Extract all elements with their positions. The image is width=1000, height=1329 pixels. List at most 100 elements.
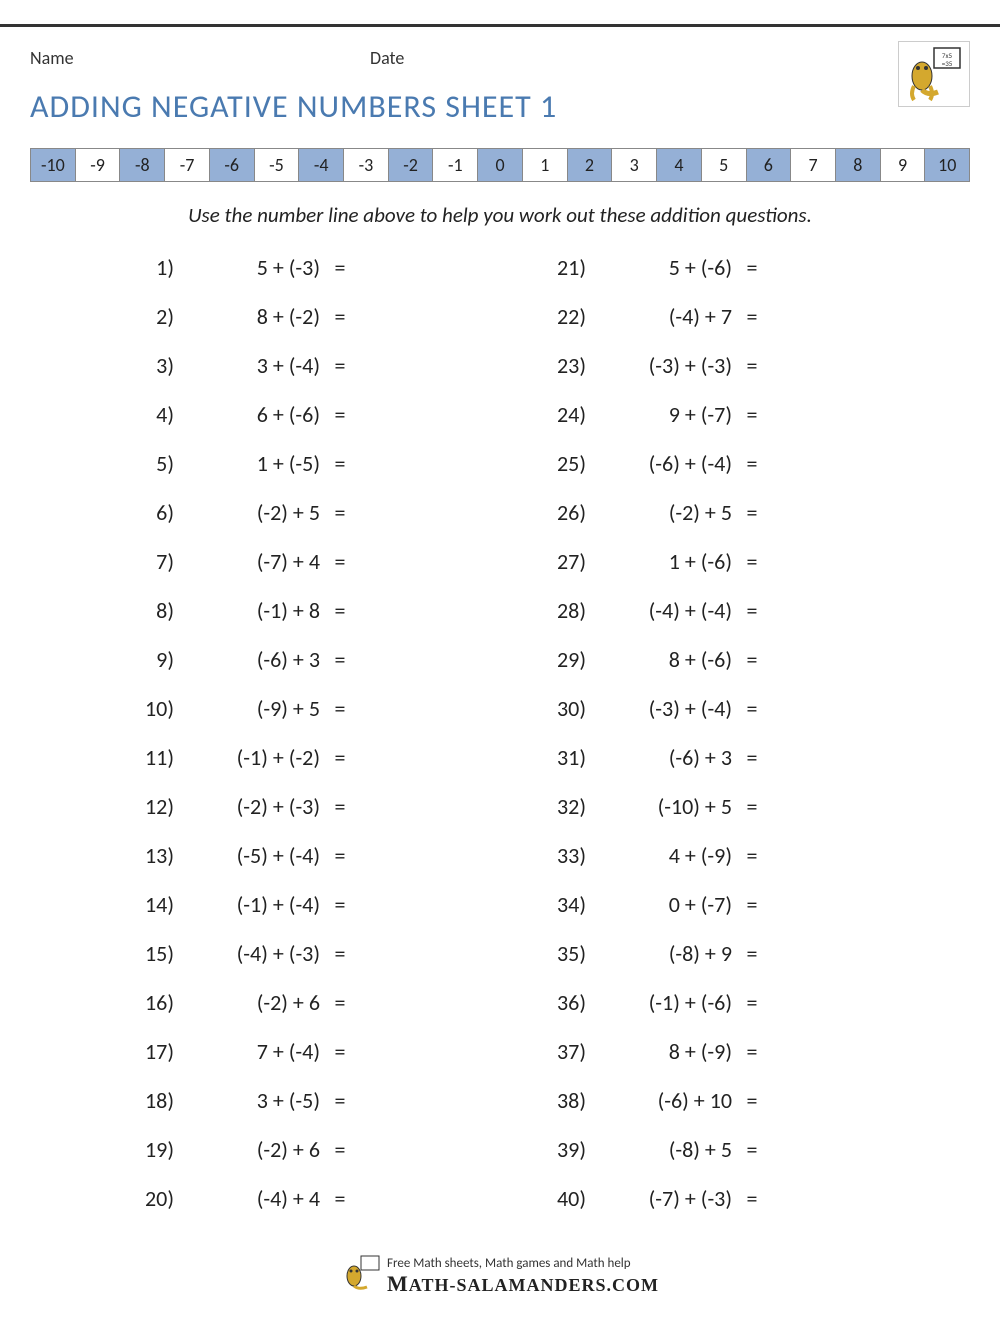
equals-sign: = xyxy=(742,1136,762,1163)
question-row: 13)(-5) + (-4)= xyxy=(118,842,470,869)
number-line-cell: 6 xyxy=(747,149,792,181)
equals-sign: = xyxy=(330,401,350,428)
footer-brand: MATH-SALAMANDERS.COM xyxy=(387,1271,659,1297)
question-expression: 1 + (-6) xyxy=(592,548,742,575)
question-number: 26) xyxy=(530,499,592,526)
question-number: 38) xyxy=(530,1087,592,1114)
questions-container: 1)5 + (-3)=2)8 + (-2)=3)3 + (-4)=4)6 + (… xyxy=(30,254,970,1234)
question-expression: (-10) + 5 xyxy=(592,793,742,820)
question-expression: (-5) + (-4) xyxy=(180,842,330,869)
question-row: 33)4 + (-9)= xyxy=(530,842,882,869)
number-line-cell: 3 xyxy=(612,149,657,181)
equals-sign: = xyxy=(330,499,350,526)
salamander-logo: 7x5 =35 xyxy=(898,41,970,107)
question-expression: (-4) + (-4) xyxy=(592,597,742,624)
question-expression: (-7) + 4 xyxy=(180,548,330,575)
question-expression: (-2) + 6 xyxy=(180,1136,330,1163)
number-line-cell: 2 xyxy=(568,149,613,181)
question-expression: 4 + (-9) xyxy=(592,842,742,869)
question-number: 14) xyxy=(118,891,180,918)
question-row: 39)(-8) + 5= xyxy=(530,1136,882,1163)
question-row: 21)5 + (-6)= xyxy=(530,254,882,281)
question-row: 11)(-1) + (-2)= xyxy=(118,744,470,771)
equals-sign: = xyxy=(330,940,350,967)
question-number: 3) xyxy=(118,352,180,379)
question-number: 12) xyxy=(118,793,180,820)
question-number: 36) xyxy=(530,989,592,1016)
question-row: 38)(-6) + 10= xyxy=(530,1087,882,1114)
question-expression: (-6) + 3 xyxy=(592,744,742,771)
question-number: 29) xyxy=(530,646,592,673)
question-row: 15)(-4) + (-3)= xyxy=(118,940,470,967)
question-expression: 5 + (-6) xyxy=(592,254,742,281)
question-number: 39) xyxy=(530,1136,592,1163)
number-line-cell: -7 xyxy=(165,149,210,181)
question-number: 37) xyxy=(530,1038,592,1065)
equals-sign: = xyxy=(742,891,762,918)
question-expression: 7 + (-4) xyxy=(180,1038,330,1065)
question-number: 8) xyxy=(118,597,180,624)
question-expression: (-7) + (-3) xyxy=(592,1185,742,1212)
equals-sign: = xyxy=(330,254,350,281)
question-row: 27)1 + (-6)= xyxy=(530,548,882,575)
number-line-cell: -9 xyxy=(76,149,121,181)
question-row: 19)(-2) + 6= xyxy=(118,1136,470,1163)
question-row: 4)6 + (-6)= xyxy=(118,401,470,428)
equals-sign: = xyxy=(742,303,762,330)
question-number: 16) xyxy=(118,989,180,1016)
question-row: 32)(-10) + 5= xyxy=(530,793,882,820)
question-row: 5)1 + (-5)= xyxy=(118,450,470,477)
number-line-cell: 10 xyxy=(925,149,969,181)
question-expression: 3 + (-5) xyxy=(180,1087,330,1114)
question-expression: (-6) + (-4) xyxy=(592,450,742,477)
question-expression: (-1) + (-6) xyxy=(592,989,742,1016)
question-row: 18)3 + (-5)= xyxy=(118,1087,470,1114)
equals-sign: = xyxy=(742,842,762,869)
question-number: 4) xyxy=(118,401,180,428)
equals-sign: = xyxy=(742,548,762,575)
equals-sign: = xyxy=(742,352,762,379)
equals-sign: = xyxy=(742,989,762,1016)
question-row: 29)8 + (-6)= xyxy=(530,646,882,673)
question-expression: (-4) + 7 xyxy=(592,303,742,330)
question-row: 16)(-2) + 6= xyxy=(118,989,470,1016)
equals-sign: = xyxy=(330,842,350,869)
question-number: 5) xyxy=(118,450,180,477)
question-expression: (-1) + 8 xyxy=(180,597,330,624)
equals-sign: = xyxy=(330,1185,350,1212)
equals-sign: = xyxy=(330,1087,350,1114)
question-row: 7)(-7) + 4= xyxy=(118,548,470,575)
question-row: 24)9 + (-7)= xyxy=(530,401,882,428)
question-number: 11) xyxy=(118,744,180,771)
question-expression: (-2) + (-3) xyxy=(180,793,330,820)
header-row: Name Date xyxy=(30,47,970,69)
question-row: 26)(-2) + 5= xyxy=(530,499,882,526)
equals-sign: = xyxy=(742,1185,762,1212)
question-row: 2)8 + (-2)= xyxy=(118,303,470,330)
question-expression: (-4) + (-3) xyxy=(180,940,330,967)
question-row: 22)(-4) + 7= xyxy=(530,303,882,330)
question-number: 15) xyxy=(118,940,180,967)
question-row: 30)(-3) + (-4)= xyxy=(530,695,882,722)
question-row: 9)(-6) + 3= xyxy=(118,646,470,673)
equals-sign: = xyxy=(742,695,762,722)
question-row: 14)(-1) + (-4)= xyxy=(118,891,470,918)
equals-sign: = xyxy=(742,793,762,820)
question-expression: (-3) + (-3) xyxy=(592,352,742,379)
number-line-cell: 1 xyxy=(523,149,568,181)
number-line-cell: -10 xyxy=(31,149,76,181)
question-expression: (-1) + (-2) xyxy=(180,744,330,771)
question-row: 36)(-1) + (-6)= xyxy=(530,989,882,1016)
number-line-cell: 7 xyxy=(791,149,836,181)
equals-sign: = xyxy=(742,744,762,771)
number-line-cell: -8 xyxy=(120,149,165,181)
question-number: 24) xyxy=(530,401,592,428)
question-row: 17)7 + (-4)= xyxy=(118,1038,470,1065)
number-line-cell: -5 xyxy=(255,149,300,181)
equals-sign: = xyxy=(330,695,350,722)
question-row: 8)(-1) + 8= xyxy=(118,597,470,624)
question-row: 1)5 + (-3)= xyxy=(118,254,470,281)
question-expression: 5 + (-3) xyxy=(180,254,330,281)
number-line-cell: -1 xyxy=(433,149,478,181)
top-rule xyxy=(0,0,1000,27)
